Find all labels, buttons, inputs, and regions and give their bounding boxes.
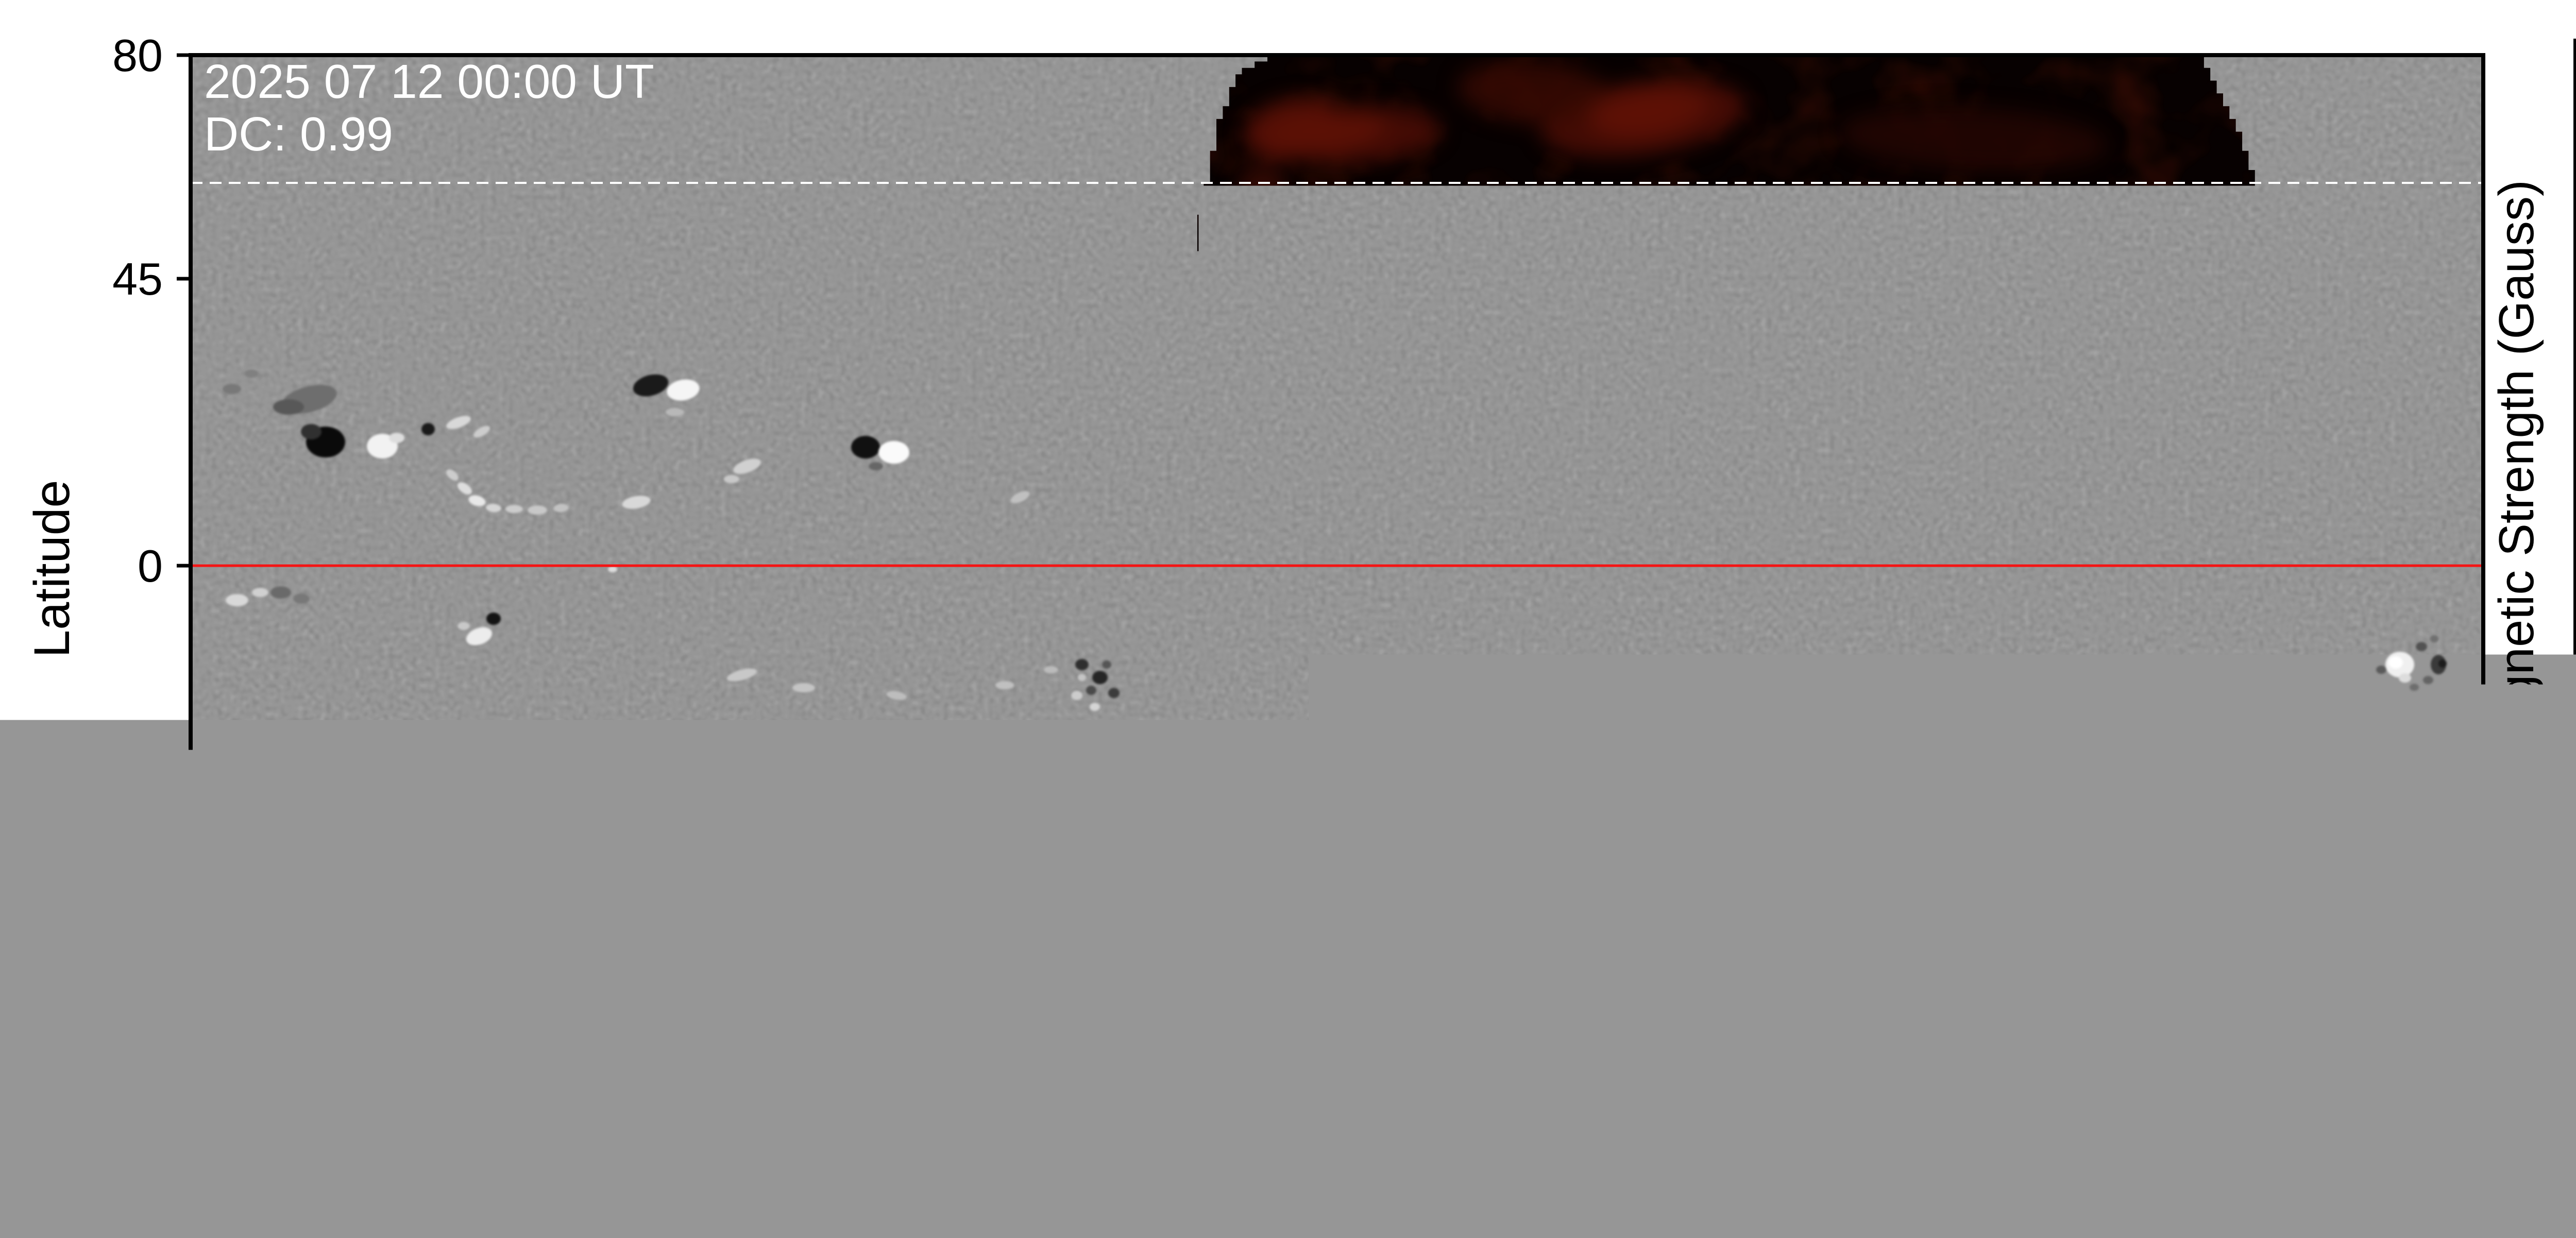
svg-text:Latitude: Latitude (24, 480, 80, 657)
svg-text:-45: -45 (97, 827, 163, 878)
svg-text:Farside Magnetic Strength (Gau: Farside Magnetic Strength (Gauss) (2489, 180, 2544, 949)
svg-text:NISP: NISP (2346, 979, 2453, 1047)
svg-text:300: 300 (2062, 1099, 2140, 1150)
svg-text:2025 07 12 00:00 UT: 2025 07 12 00:00 UT (204, 55, 654, 108)
svg-text:240: 240 (1681, 1099, 1758, 1150)
svg-text:120: 120 (916, 1099, 993, 1150)
svg-text:180: 180 (1298, 1099, 1376, 1150)
svg-text:360: 360 (2445, 1099, 2522, 1150)
svg-text:-80: -80 (97, 1051, 163, 1102)
svg-text:60: 60 (547, 1099, 599, 1150)
svg-text:0: 0 (138, 540, 163, 591)
svg-text:80: 80 (112, 30, 163, 81)
svg-text:DC: 0.99: DC: 0.99 (204, 107, 393, 161)
svg-text:Carrington Longitude: Carrington Longitude (1111, 1155, 1573, 1210)
svg-text:45: 45 (112, 253, 163, 304)
svg-text:0: 0 (178, 1099, 204, 1150)
